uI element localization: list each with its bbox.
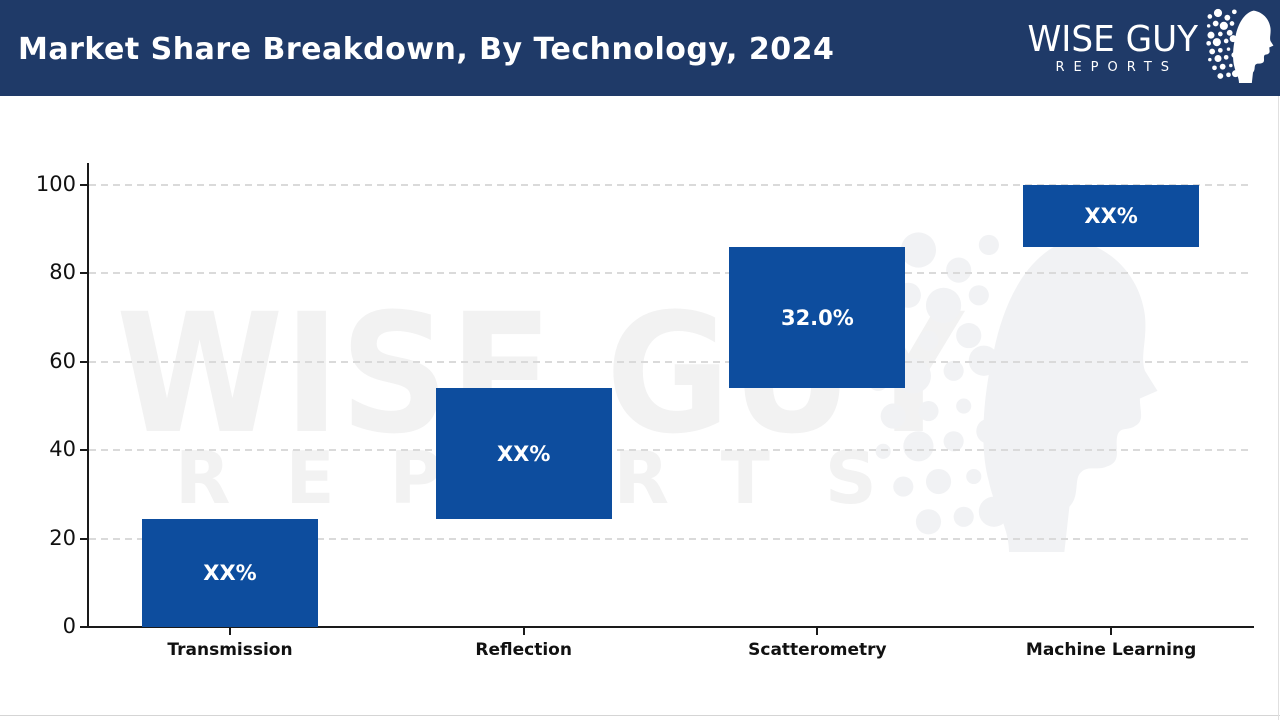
wise-guy-reports-logo: WISE GUY REPORTS [1006,4,1274,92]
page-bottom-border [0,715,1280,716]
x-axis-line [87,626,1254,628]
logo-reports-text: REPORTS [1055,60,1179,76]
gridline-20 [89,537,1253,540]
y-tick-label: 100 [35,172,76,196]
bar-transmission: XX% [142,518,318,627]
page-right-border [1278,96,1279,720]
bar-reflection: XX% [435,388,612,519]
x-tick-mark [522,628,525,635]
y-tick-mark [80,272,87,275]
y-tick-label: 40 [49,437,76,462]
bar-machine-learning: XX% [1023,185,1200,247]
gridline-40 [89,449,1253,452]
bar-value-label: 32.0% [780,305,854,330]
x-tick-mark [1110,628,1113,635]
y-tick-mark [80,184,87,186]
x-category-label: Scatterometry [748,640,887,660]
x-category-label: Transmission [167,640,293,660]
bar-value-label: XX% [1084,203,1138,228]
logo-text: WISE GUY REPORTS [1023,18,1203,76]
y-tick-label: 60 [49,348,76,373]
y-tick-mark [80,537,87,540]
y-tick-mark [80,626,87,628]
bar-value-label: XX% [203,560,257,585]
y-axis-line [87,163,89,628]
bar-value-label: XX% [496,441,551,466]
x-tick-mark [816,628,819,635]
logo-face-icon [1206,8,1274,84]
y-tick-label: 80 [49,260,76,285]
gridline-100 [89,184,1253,186]
x-category-label: Machine Learning [1025,640,1197,660]
watermark-face-icon [868,232,1158,552]
gridline-60 [89,360,1253,363]
gridline-80 [89,272,1253,275]
x-tick-mark [229,628,231,635]
logo-wiseguy-text: WISE GUY [1026,18,1198,60]
bar-scatterometry: 32.0% [729,246,906,389]
y-tick-mark [80,360,87,363]
y-tick-label: 20 [49,525,76,550]
y-tick-label: 0 [62,614,76,638]
y-tick-mark [80,449,87,452]
page-title: Market Share Breakdown, By Technology, 2… [18,32,835,67]
x-category-label: Reflection [475,640,572,660]
header-banner: Market Share Breakdown, By Technology, 2… [0,0,1280,96]
